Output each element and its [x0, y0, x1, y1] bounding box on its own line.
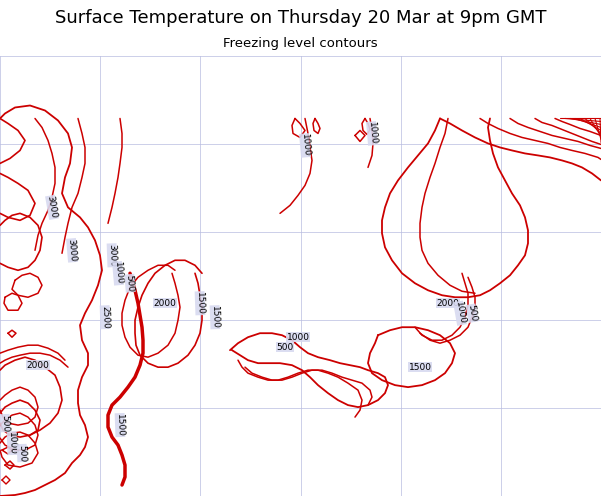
Text: 500: 500 [125, 274, 135, 292]
Text: 1500: 1500 [115, 414, 125, 437]
Text: 1000: 1000 [287, 333, 310, 342]
Text: 500: 500 [0, 414, 10, 432]
Text: 1000: 1000 [112, 261, 123, 285]
Text: 2500: 2500 [100, 306, 110, 329]
Text: 2000: 2000 [26, 361, 49, 370]
Text: 500: 500 [17, 444, 27, 462]
Text: 500: 500 [276, 343, 294, 352]
Text: 1500: 1500 [195, 292, 205, 315]
Text: 1000: 1000 [7, 432, 17, 455]
Text: Freezing level contours: Freezing level contours [223, 37, 378, 50]
Text: Surface Temperature on Thursday 20 Mar at 9pm GMT: Surface Temperature on Thursday 20 Mar a… [55, 9, 546, 27]
Text: 500: 500 [466, 304, 478, 322]
Text: 3000: 3000 [67, 239, 78, 262]
Text: 1500: 1500 [210, 306, 220, 329]
Text: 1000: 1000 [299, 133, 311, 157]
Text: 1000: 1000 [454, 301, 466, 325]
Text: 2000: 2000 [436, 299, 459, 308]
Text: 2000: 2000 [154, 299, 177, 308]
Text: 3000: 3000 [46, 195, 58, 219]
Text: 1500: 1500 [409, 363, 432, 372]
Text: 3000: 3000 [107, 244, 117, 267]
Text: 1000: 1000 [367, 122, 377, 145]
